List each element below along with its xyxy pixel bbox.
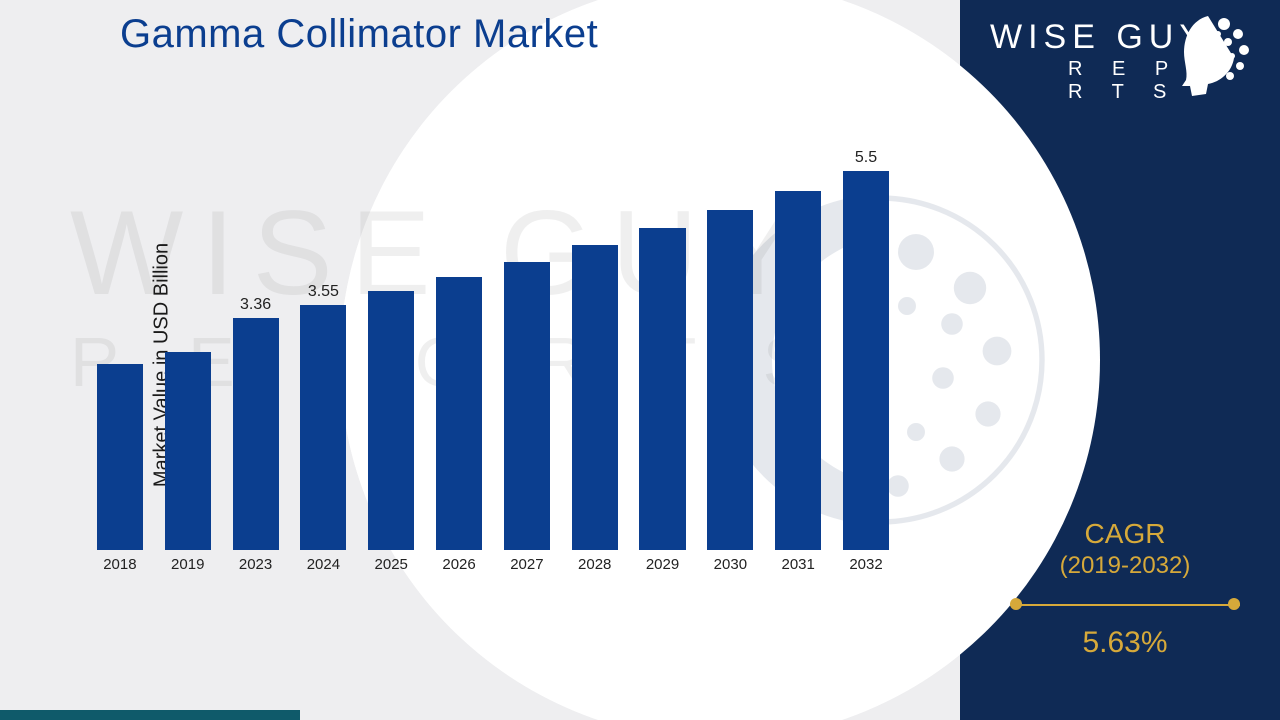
- bar: [436, 277, 482, 550]
- bar: [707, 210, 753, 550]
- chart-area: Market Value in USD Billion 3.363.555.5 …: [50, 150, 900, 580]
- bars-container: 3.36 3.55 5.5: [86, 150, 900, 550]
- bar: [572, 245, 618, 550]
- brand-logo: WISE GUY R E P O R T S: [990, 18, 1250, 98]
- x-tick: 2024: [289, 550, 357, 580]
- x-tick: 2032: [832, 550, 900, 580]
- stage: WISE GUY R E P O R T S Gamma Collimator …: [0, 0, 1280, 720]
- bar: [233, 318, 279, 550]
- footer-accent-bar: [0, 710, 300, 720]
- x-tick: 2029: [629, 550, 697, 580]
- cagr-block: CAGR (2019-2032) 5.63%: [1010, 518, 1240, 660]
- bar-slot: [493, 150, 561, 550]
- bar-slot: [561, 150, 629, 550]
- x-tick: 2018: [86, 550, 154, 580]
- bar: [775, 191, 821, 550]
- x-tick: 2023: [222, 550, 290, 580]
- bar-slot: [86, 150, 154, 550]
- bar-slot: [629, 150, 697, 550]
- x-tick: 2025: [357, 550, 425, 580]
- cagr-divider: [1010, 592, 1240, 616]
- bar: [300, 305, 346, 550]
- x-axis: 2018201920232024202520262027202820292030…: [86, 550, 900, 580]
- bar-value-label: 5.5: [855, 149, 877, 167]
- bar-slot: 3.36: [222, 150, 290, 550]
- x-tick: 2031: [764, 550, 832, 580]
- cagr-range: (2019-2032): [1010, 552, 1240, 580]
- x-tick: 2028: [561, 550, 629, 580]
- bar-value-label: 3.55: [308, 283, 339, 301]
- x-tick: 2019: [154, 550, 222, 580]
- bar-slot: [696, 150, 764, 550]
- bar-slot: 3.55: [289, 150, 357, 550]
- bar: [165, 352, 211, 550]
- bar-slot: [425, 150, 493, 550]
- x-tick: 2026: [425, 550, 493, 580]
- x-tick: 2027: [493, 550, 561, 580]
- bar-slot: [154, 150, 222, 550]
- x-tick: 2030: [696, 550, 764, 580]
- bar-value-label: 3.36: [240, 296, 271, 314]
- bar: [368, 291, 414, 550]
- bar: [843, 171, 889, 550]
- bar-slot: [357, 150, 425, 550]
- bar: [639, 228, 685, 550]
- bar-slot: [764, 150, 832, 550]
- chart-title: Gamma Collimator Market: [120, 12, 598, 57]
- bar: [97, 364, 143, 550]
- bar: [504, 262, 550, 550]
- bar-slot: 5.5: [832, 150, 900, 550]
- logo-head-icon: [1180, 14, 1250, 98]
- cagr-label: CAGR: [1010, 518, 1240, 550]
- plot-area: 3.36 3.55 5.5 2018201920232024202520262027…: [86, 150, 900, 580]
- cagr-value: 5.63%: [1010, 626, 1240, 660]
